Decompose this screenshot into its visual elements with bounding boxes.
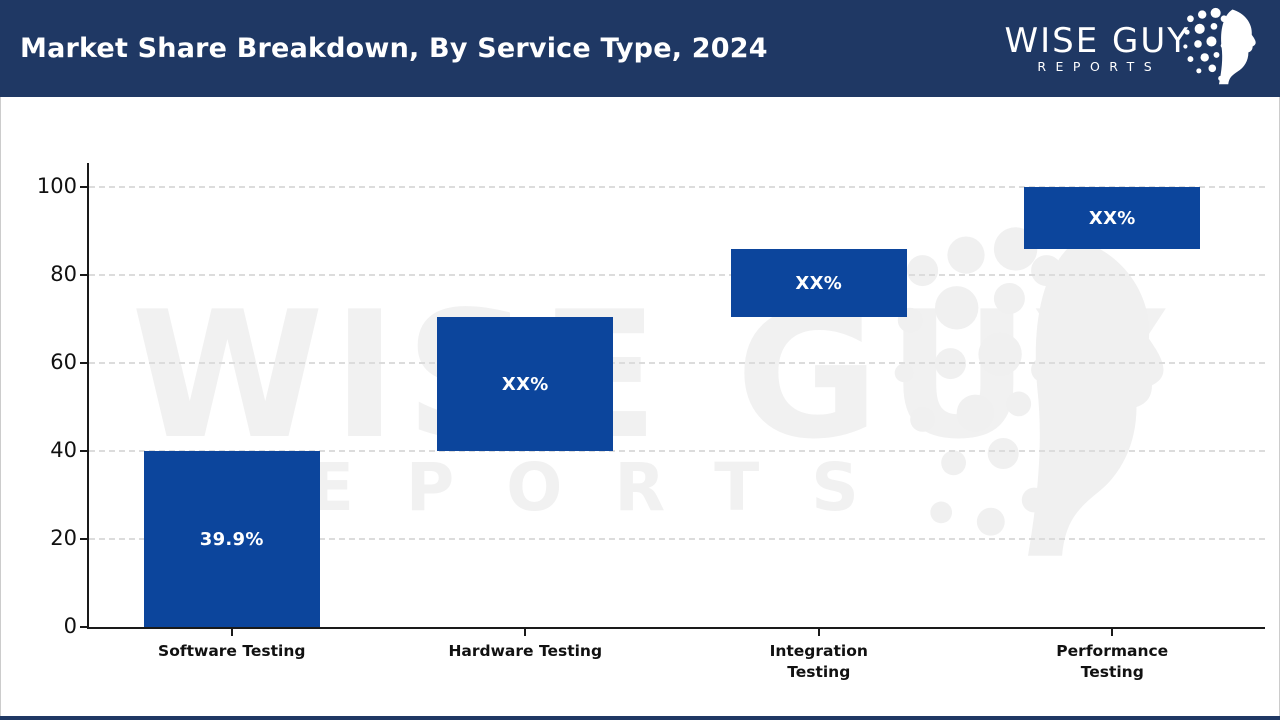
bar-integration-testing: XX% bbox=[730, 249, 907, 318]
bar-performance-testing: XX% bbox=[1024, 187, 1201, 250]
y-axis-line bbox=[87, 163, 89, 629]
bar-value-label: XX% bbox=[501, 373, 549, 395]
x-tick-1 bbox=[524, 629, 527, 636]
gridline-60 bbox=[89, 362, 1265, 364]
bar-value-label: XX% bbox=[795, 272, 843, 294]
bar-value-label: 39.9% bbox=[199, 528, 264, 550]
y-tick-label-20: 20 bbox=[50, 526, 77, 550]
x-tick-label-1: Hardware Testing bbox=[448, 642, 603, 660]
brand-head-icon bbox=[1183, 7, 1256, 84]
x-axis-line bbox=[87, 627, 1265, 629]
y-tick-label-100: 100 bbox=[36, 174, 77, 198]
header: Market Share Breakdown, By Service Type,… bbox=[0, 0, 1280, 97]
y-tick-100 bbox=[80, 186, 87, 188]
y-tick-label-80: 80 bbox=[50, 262, 77, 286]
y-tick-60 bbox=[80, 362, 87, 364]
y-tick-80 bbox=[80, 274, 87, 276]
brand-logo-text: WISE GUY REPORTS bbox=[1004, 24, 1190, 74]
x-tick-3 bbox=[1111, 629, 1114, 636]
gridline-20 bbox=[89, 538, 1265, 540]
brand-subname: REPORTS bbox=[1037, 58, 1162, 74]
brand-name: WISE GUY bbox=[1004, 20, 1190, 61]
brand-logo: WISE GUY REPORTS bbox=[1004, 7, 1262, 91]
gridline-40 bbox=[89, 450, 1265, 452]
chart-area: WISE GUY REPORTS 0 20 40 60 80 100 39.9% XX% XX%… bbox=[0, 97, 1280, 716]
x-tick-label-3: Performance Testing bbox=[1056, 642, 1169, 681]
watermark-head-icon bbox=[894, 227, 1164, 556]
y-tick-20 bbox=[80, 538, 87, 540]
y-tick-0 bbox=[80, 626, 87, 628]
y-tick-label-60: 60 bbox=[50, 350, 77, 374]
x-tick-2 bbox=[817, 629, 820, 636]
bar-hardware-testing: XX% bbox=[437, 317, 614, 452]
gridline-100 bbox=[89, 186, 1265, 188]
x-tick-label-2: Integration Testing bbox=[769, 642, 868, 681]
y-tick-label-40: 40 bbox=[50, 438, 77, 462]
bar-value-label: XX% bbox=[1088, 207, 1136, 229]
x-tick-label-0: Software Testing bbox=[158, 642, 306, 660]
gridline-80 bbox=[89, 274, 1265, 276]
bar-software-testing: 39.9% bbox=[143, 451, 320, 627]
x-tick-0 bbox=[230, 629, 233, 636]
footer-strip bbox=[0, 716, 1280, 720]
y-tick-40 bbox=[80, 450, 87, 452]
y-tick-label-0: 0 bbox=[63, 614, 77, 638]
page-title: Market Share Breakdown, By Service Type,… bbox=[20, 33, 768, 64]
